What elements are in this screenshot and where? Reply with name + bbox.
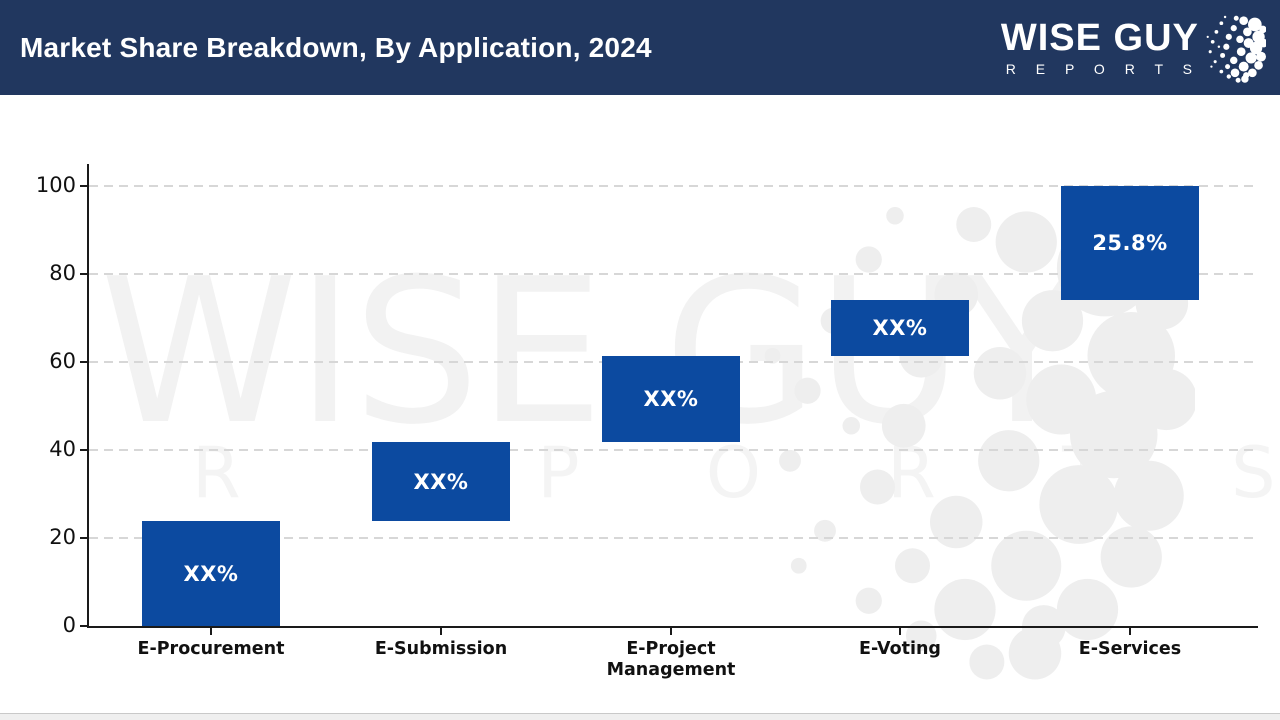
bar: XX% — [602, 355, 740, 443]
bar: 25.8% — [1061, 186, 1199, 300]
x-axis-label-line: E-Project — [626, 639, 716, 659]
brand-logo-text: WISE GUY R E P O R T S — [1000, 18, 1200, 78]
y-axis-label: 100 — [35, 173, 76, 197]
y-axis-tick — [80, 361, 87, 363]
x-axis-label: E-Voting — [785, 639, 1015, 660]
x-axis-tick — [210, 628, 212, 635]
x-axis-label: E-Services — [1015, 639, 1245, 660]
y-axis-tick — [80, 449, 87, 451]
x-axis-tick — [899, 628, 901, 635]
bar: XX% — [372, 442, 510, 522]
bar: XX% — [831, 299, 969, 356]
y-axis-tick — [80, 537, 87, 539]
bar-value-label: XX% — [183, 561, 239, 586]
y-axis-tick — [80, 273, 87, 275]
y-axis-label: 60 — [49, 349, 76, 373]
x-axis-label-line: Management — [606, 660, 736, 680]
x-axis-line — [87, 626, 1258, 628]
x-axis-label-line: E-Services — [1078, 639, 1182, 659]
x-axis-tick — [670, 628, 672, 635]
bar-value-label: 25.8% — [1092, 230, 1168, 255]
y-axis-tick — [80, 625, 87, 627]
brand-name: WISE GUY — [1000, 16, 1199, 59]
bar-value-label: XX% — [643, 386, 699, 411]
gridline — [89, 185, 1256, 187]
x-axis-label-line: E-Submission — [374, 639, 508, 659]
bottom-band — [0, 714, 1280, 720]
y-axis-line — [87, 164, 89, 628]
gridline — [89, 537, 1256, 539]
y-axis-label: 0 — [62, 613, 76, 637]
header-bar: Market Share Breakdown, By Application, … — [0, 0, 1280, 95]
y-axis-tick — [80, 185, 87, 187]
brand-subtitle: R E P O R T S — [1005, 60, 1200, 77]
x-axis-label-line: E-Voting — [859, 639, 941, 659]
gridline — [89, 273, 1256, 275]
y-axis-label: 40 — [49, 437, 76, 461]
x-axis-label: E-Project Management — [556, 639, 786, 681]
x-axis-tick — [1129, 628, 1131, 635]
bar-value-label: XX% — [413, 469, 469, 494]
y-axis-label: 80 — [49, 261, 76, 285]
brand-logo: WISE GUY R E P O R T S — [1000, 8, 1266, 88]
bottom-border — [0, 713, 1280, 714]
x-axis-label: E-Submission — [326, 639, 556, 660]
bar: XX% — [142, 521, 280, 626]
x-axis-label: E-Procurement — [96, 639, 326, 660]
y-axis-label: 20 — [49, 525, 76, 549]
page-title: Market Share Breakdown, By Application, … — [20, 31, 652, 63]
gridline — [89, 449, 1256, 451]
bar-value-label: XX% — [872, 315, 928, 340]
x-axis-tick — [440, 628, 442, 635]
x-axis-label-line: E-Procurement — [137, 639, 285, 659]
